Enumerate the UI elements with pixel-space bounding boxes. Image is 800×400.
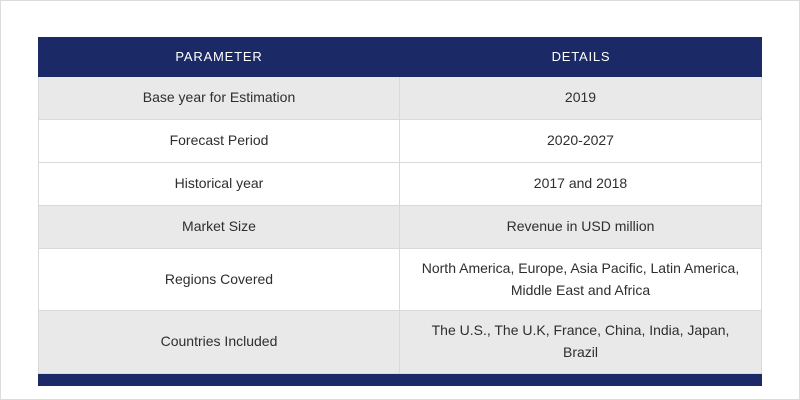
row-details: Revenue in USD million	[506, 218, 655, 235]
row-parameter: Regions Covered	[39, 249, 400, 311]
source-note: Source: www.reportsanddata.com	[1, 398, 761, 399]
row-details: North America, Europe, Asia Pacific, Lat…	[421, 260, 740, 298]
report-scope-table: PARAMETER DETAILS Base year for Estimati…	[38, 37, 762, 386]
table-row: Forecast Period 2020-2027	[38, 120, 762, 163]
table-row: Regions Covered North America, Europe, A…	[38, 249, 762, 312]
row-details: The U.S., The U.K, France, China, India,…	[431, 322, 730, 361]
column-header-details: DETAILS	[551, 48, 611, 64]
column-header-parameter: PARAMETER	[175, 48, 263, 64]
row-parameter: Market Size	[39, 206, 400, 248]
row-details: 2020-2027	[547, 132, 614, 149]
row-parameter: Forecast Period	[39, 120, 400, 162]
table-footer-bar	[38, 373, 762, 386]
row-details: 2019	[564, 89, 597, 106]
row-parameter: Historical year	[39, 163, 400, 205]
table-row: Market Size Revenue in USD million	[38, 206, 762, 249]
row-parameter: Countries Included	[39, 311, 400, 373]
table-header-row: PARAMETER DETAILS	[38, 37, 762, 77]
row-parameter: Base year for Estimation	[39, 77, 400, 119]
row-details: 2017 and 2018	[533, 175, 628, 192]
table-row: Historical year 2017 and 2018	[38, 163, 762, 206]
table-row: Countries Included The U.S., The U.K, Fr…	[38, 311, 762, 374]
table-row: Base year for Estimation 2019	[38, 77, 762, 120]
